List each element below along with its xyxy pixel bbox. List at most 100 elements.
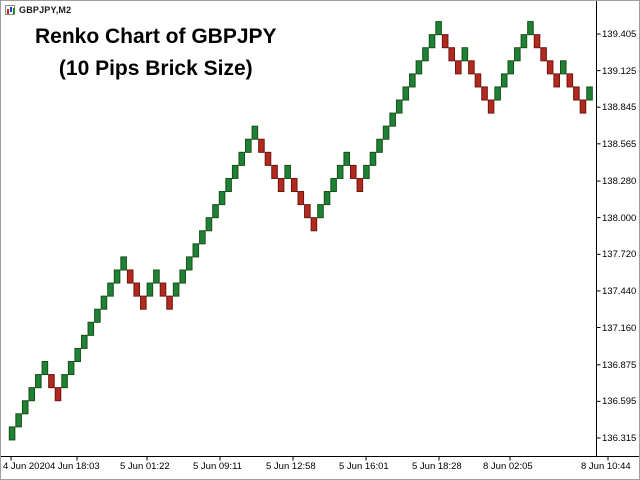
renko-brick-up: [218, 191, 226, 206]
renko-brick-up: [415, 60, 423, 75]
renko-brick-down: [133, 282, 141, 297]
renko-brick-down: [126, 269, 134, 284]
renko-brick-down: [166, 295, 173, 310]
renko-brick-up: [225, 177, 232, 193]
renko-brick-down: [448, 47, 456, 62]
renko-brick-up: [376, 138, 383, 153]
renko-brick-up: [120, 256, 127, 271]
renko-brick-up: [41, 361, 49, 376]
renko-brick-up: [382, 125, 390, 140]
renko-brick-down: [487, 99, 495, 114]
renko-brick-down: [159, 282, 167, 297]
renko-brick-down: [441, 34, 449, 49]
renko-brick-up: [231, 164, 239, 179]
price-tick-label: 139.405: [602, 29, 637, 40]
time-tick-label: 4 Jun 18:03: [50, 461, 100, 472]
chart-title: Renko Chart of GBPJPY (10 Pips Brick Siz…: [35, 21, 277, 84]
renko-brick-up: [514, 47, 521, 62]
renko-brick-up: [507, 60, 515, 75]
renko-brick-up: [185, 256, 193, 271]
renko-brick-up: [586, 86, 593, 101]
renko-brick-up: [21, 400, 29, 415]
renko-brick-up: [527, 21, 534, 36]
renko-brick-up: [317, 204, 324, 219]
renko-brick-down: [540, 47, 547, 62]
renko-brick-down: [304, 204, 311, 219]
symbol-label: GBPJPY,M2: [19, 5, 72, 15]
renko-brick-up: [343, 151, 351, 166]
price-tick-label: 136.315: [602, 433, 637, 444]
renko-brick-up: [61, 374, 68, 389]
renko-brick-down: [356, 177, 364, 193]
renko-brick-up: [461, 47, 469, 62]
chart-title-line1: Renko Chart of GBPJPY: [35, 25, 277, 48]
renko-brick-down: [258, 138, 265, 153]
renko-brick-down: [350, 164, 357, 179]
renko-brick-up: [192, 243, 200, 258]
price-tick-label: 137.160: [602, 322, 637, 334]
chart-icon: [5, 5, 15, 15]
renko-brick-up: [212, 204, 219, 219]
renko-brick-up: [245, 138, 252, 153]
renko-brick-up: [172, 282, 180, 297]
time-tick-label: 8 Jun 10:44: [581, 461, 631, 472]
renko-brick-up: [336, 164, 344, 179]
renko-brick-up: [435, 21, 442, 36]
renko-brick-down: [468, 60, 475, 75]
renko-brick-down: [264, 151, 272, 166]
renko-brick-down: [573, 86, 580, 101]
renko-brick-down: [140, 295, 147, 310]
renko-brick-up: [363, 164, 370, 179]
renko-brick-down: [310, 217, 318, 232]
renko-brick-down: [455, 60, 462, 75]
renko-brick-up: [251, 125, 259, 140]
renko-brick-up: [389, 112, 396, 127]
renko-brick-up: [153, 269, 160, 284]
time-tick-label: 8 Jun 02:05: [483, 461, 533, 472]
renko-brick-up: [15, 413, 22, 428]
price-tick-label: 139.125: [602, 65, 637, 77]
renko-brick-up: [8, 426, 16, 441]
time-tick-label: 5 Jun 16:01: [339, 461, 389, 472]
price-tick-label: 136.595: [602, 396, 637, 408]
renko-brick-up: [35, 374, 42, 389]
renko-brick-down: [297, 191, 305, 206]
renko-brick-down: [546, 60, 554, 75]
renko-brick-up: [28, 387, 36, 402]
renko-brick-up: [199, 230, 206, 245]
renko-brick-down: [290, 177, 298, 193]
renko-brick-up: [146, 282, 154, 297]
time-tick-label: 4 Jun 2020: [3, 461, 51, 472]
renko-brick-down: [474, 73, 482, 88]
price-tick-label: 137.440: [602, 285, 637, 297]
renko-brick-up: [74, 347, 81, 362]
time-tick-label: 5 Jun 01:22: [120, 461, 170, 472]
renko-brick-down: [481, 86, 488, 101]
renko-brick-up: [494, 86, 501, 101]
renko-brick-down: [553, 73, 560, 88]
time-tick-label: 5 Jun 18:28: [412, 461, 462, 472]
renko-brick-up: [409, 73, 416, 88]
renko-brick-down: [277, 177, 285, 193]
renko-brick-up: [330, 177, 337, 193]
renko-brick-up: [520, 34, 528, 49]
renko-brick-up: [94, 308, 101, 323]
price-tick-label: 138.565: [602, 138, 637, 150]
renko-brick-down: [579, 99, 587, 114]
renko-brick-up: [402, 86, 410, 101]
price-tick-label: 138.000: [602, 212, 637, 224]
renko-brick-up: [80, 334, 88, 349]
renko-brick-down: [271, 164, 278, 179]
renko-brick-up: [179, 269, 186, 284]
renko-brick-up: [87, 321, 95, 336]
renko-brick-up: [238, 151, 246, 166]
renko-brick-down: [48, 374, 55, 389]
renko-brick-up: [395, 99, 403, 114]
renko-brick-up: [323, 191, 331, 206]
renko-brick-up: [559, 60, 567, 75]
price-tick-label: 138.280: [602, 176, 637, 188]
renko-brick-up: [205, 217, 213, 232]
renko-brick-up: [369, 151, 377, 166]
